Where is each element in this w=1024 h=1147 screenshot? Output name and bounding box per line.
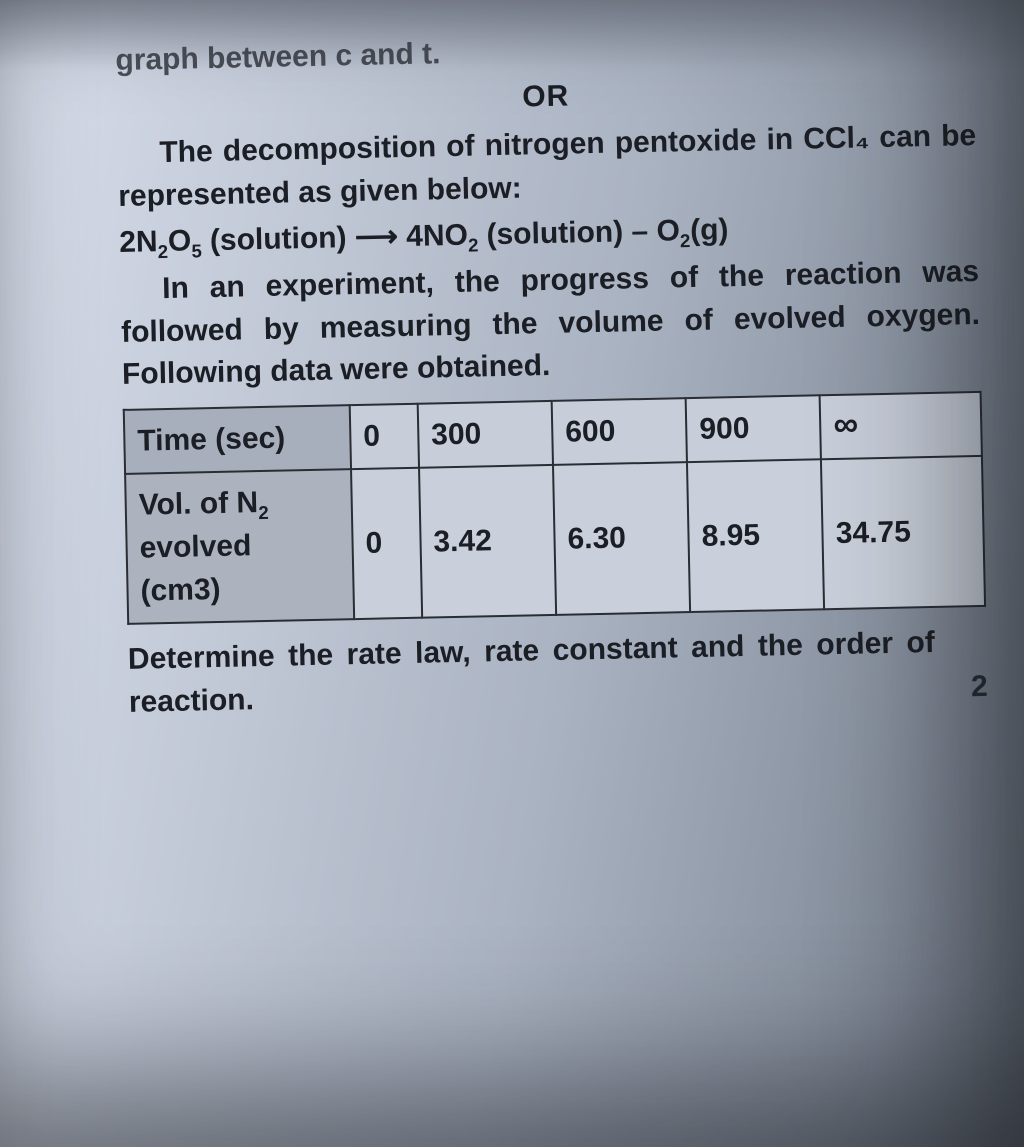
cell: 300 bbox=[418, 401, 553, 468]
intro-line-1: The decomposition of nitrogen pentoxide … bbox=[159, 123, 793, 169]
exp-line-1: In an experiment, the progress of the bbox=[162, 259, 764, 305]
cell: 6.30 bbox=[553, 462, 690, 615]
table-row: Vol. of N2 evolved (cm3) 0 3.42 6.30 8.9… bbox=[125, 456, 985, 624]
row-header-time: Time (sec) bbox=[124, 405, 351, 474]
cell: 3.42 bbox=[419, 465, 556, 618]
infinity-symbol: ∞ bbox=[833, 405, 858, 444]
data-table: Time (sec) 0 300 600 900 ∞ Vol. of N2 ev… bbox=[123, 391, 986, 625]
cell: 0 bbox=[351, 468, 422, 619]
cell: ∞ bbox=[820, 392, 982, 460]
cell: 34.75 bbox=[821, 456, 985, 609]
footer-row: Determine the rate law, rate constant an… bbox=[128, 621, 989, 728]
cell: 0 bbox=[350, 403, 419, 469]
row-header-volume: Vol. of N2 evolved (cm3) bbox=[125, 469, 354, 623]
cell: 600 bbox=[552, 398, 687, 465]
scanned-page: graph between c and t. OR The decomposit… bbox=[0, 0, 1024, 1147]
page-number: 2 bbox=[935, 666, 988, 712]
cell: 900 bbox=[686, 395, 821, 462]
cell: 8.95 bbox=[687, 460, 824, 613]
intro-paragraph: The decomposition of nitrogen pentoxide … bbox=[117, 115, 978, 218]
experiment-paragraph: In an experiment, the progress of the re… bbox=[120, 251, 981, 397]
exp-line-4: were obtained. bbox=[340, 349, 551, 386]
question-text: Determine the rate law, rate constant an… bbox=[128, 622, 937, 724]
page-content: graph between c and t. OR The decomposit… bbox=[115, 22, 988, 728]
